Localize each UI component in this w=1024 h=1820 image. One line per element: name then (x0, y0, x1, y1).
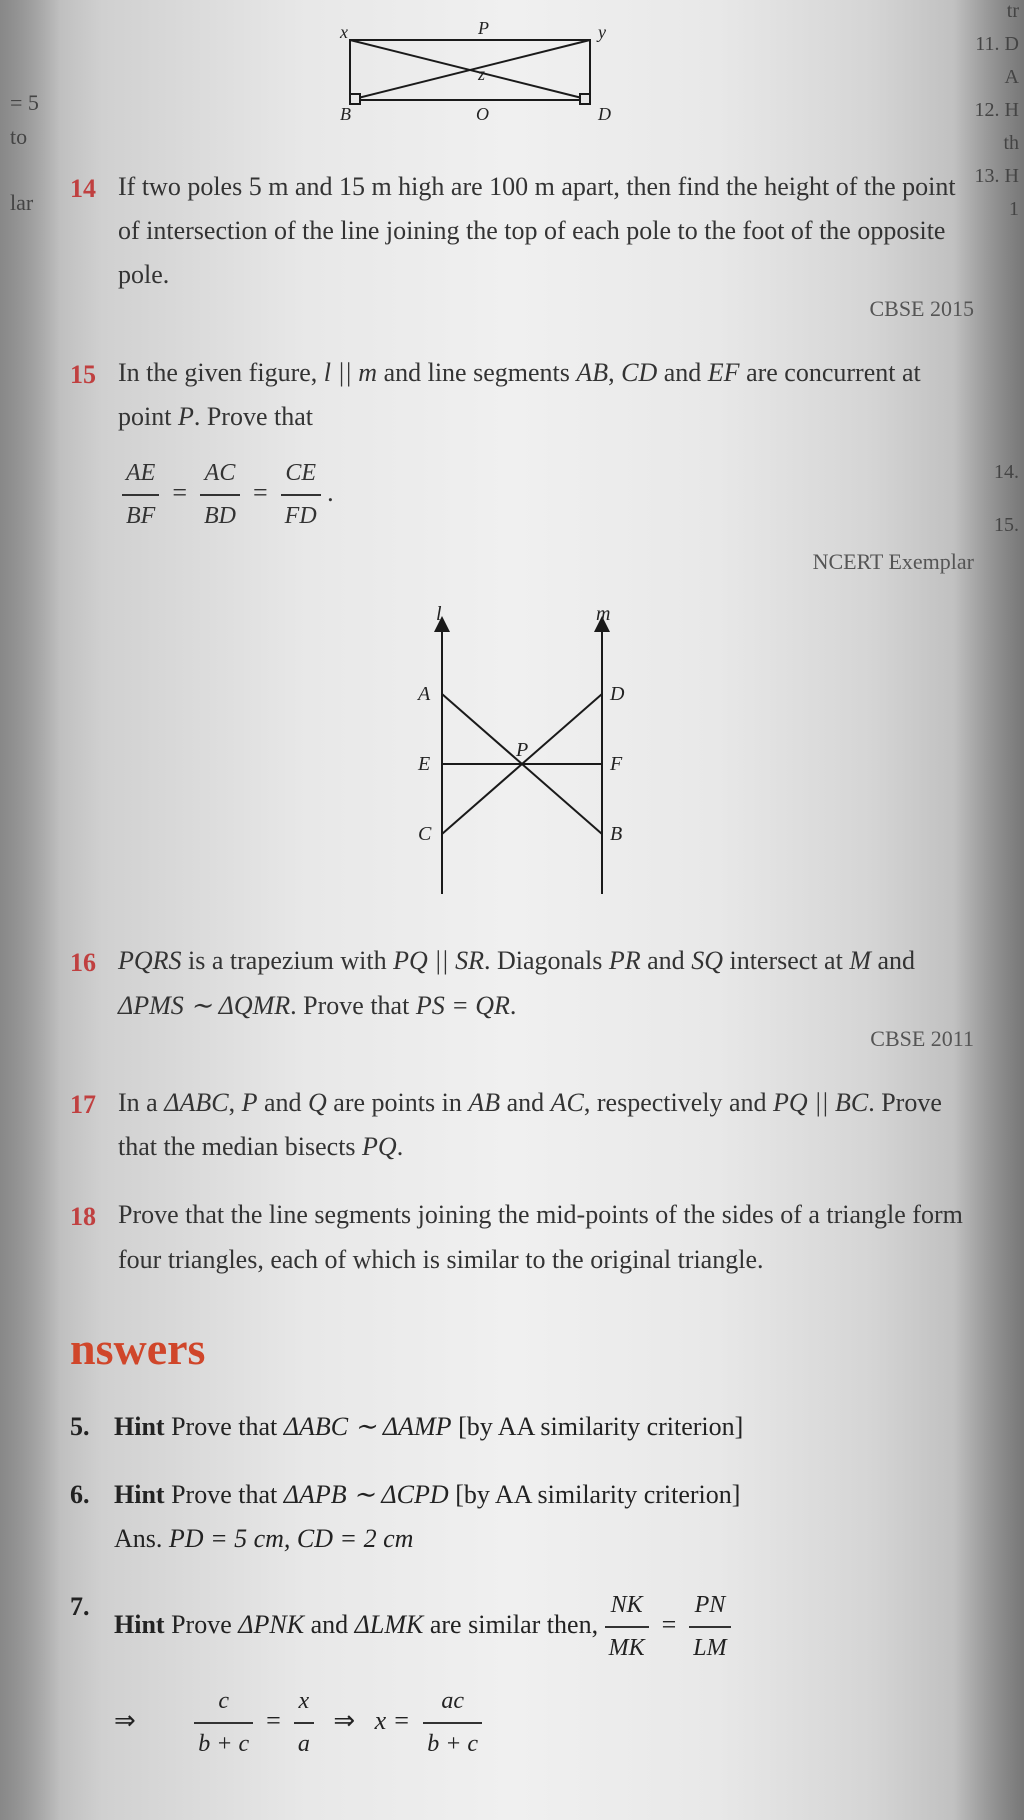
lbl-y: y (596, 22, 606, 42)
lbl-z: z (477, 64, 485, 84)
question-18: 18 Prove that the line segments joining … (70, 1193, 974, 1281)
lbl-D: D (597, 104, 611, 124)
fragment: to (10, 124, 39, 150)
figure-15-svg: l m A D E P F C B (352, 604, 692, 904)
question-15: 15 In the given figure, l || m and line … (70, 351, 974, 580)
fragment: tr (969, 0, 1019, 23)
q16-source: CBSE 2011 (118, 1020, 974, 1057)
top-figure: x P y z B O D (310, 20, 974, 135)
svg-text:B: B (610, 823, 622, 845)
q15-equation: AEBF = ACBD = CEFD . (118, 453, 974, 537)
svg-text:C: C (418, 823, 432, 845)
fragment: 11. D (969, 33, 1019, 56)
lbl-B: B (340, 104, 351, 124)
answers-heading: nswers (70, 1322, 974, 1375)
fragment: = 5 (10, 90, 39, 116)
svg-text:A: A (416, 683, 431, 705)
q15-text-c: and (657, 358, 708, 387)
svg-text:D: D (609, 683, 625, 705)
lbl-O: O (476, 104, 489, 124)
answer-7: 7. Hint Prove ΔPNK and ΔLMK are similar … (70, 1585, 974, 1764)
lbl-x: x (339, 22, 348, 42)
lbl-P: P (477, 20, 489, 38)
fragment: 13. H (969, 165, 1019, 188)
q18-text: Prove that the line segments joining the… (118, 1193, 974, 1281)
q15-text-b: and line segments (377, 358, 576, 387)
figure-15: l m A D E P F C B (70, 604, 974, 909)
q15-p: P (178, 402, 194, 431)
answer-5: 5. Hint Prove that ΔABC ∼ ΔAMP [by AA si… (70, 1405, 974, 1449)
q16-pqrs: PQRS (118, 946, 182, 975)
fragment: 1 (969, 198, 1019, 221)
fragment: lar (10, 190, 39, 216)
q15-source: NCERT Exemplar (118, 543, 974, 580)
fragment: 15. (969, 514, 1019, 537)
q15-lm: l || m (324, 358, 377, 387)
q15-ef: EF (708, 358, 740, 387)
fragment: A (969, 66, 1019, 89)
top-figure-svg: x P y z B O D (310, 20, 630, 130)
question-17: 17 In a ΔABC, P and Q are points in AB a… (70, 1081, 974, 1169)
q14-text: If two poles 5 m and 15 m high are 100 m… (118, 172, 956, 289)
q15-number: 15 (70, 351, 118, 580)
svg-text:P: P (515, 739, 528, 761)
svg-text:l: l (436, 604, 442, 625)
q15-ab: AB (576, 358, 608, 387)
svg-text:E: E (417, 753, 430, 775)
left-margin-fragments: = 5 to lar (10, 90, 39, 224)
question-14: 14 If two poles 5 m and 15 m high are 10… (70, 165, 974, 327)
fragment: th (969, 132, 1019, 155)
q15-cd: CD (621, 358, 657, 387)
q15-text-a: In the given figure, (118, 358, 324, 387)
fragment: 12. H (969, 99, 1019, 122)
q15-text-e: . Prove that (194, 402, 313, 431)
page-content: = 5 to lar tr 11. D A 12. H th 13. H 1 1… (0, 0, 1024, 1809)
q17-number: 17 (70, 1081, 118, 1169)
fragment: 14. (969, 461, 1019, 484)
q14-number: 14 (70, 165, 118, 327)
q14-source: CBSE 2015 (118, 290, 974, 327)
svg-text:m: m (596, 604, 610, 625)
svg-text:F: F (609, 753, 623, 775)
question-16: 16 PQRS is a trapezium with PQ || SR. Di… (70, 939, 974, 1057)
right-margin-fragments: tr 11. D A 12. H th 13. H 1 14. 15. (969, 0, 1019, 547)
answer-6: 6. Hint Prove that ΔAPB ∼ ΔCPD [by AA si… (70, 1473, 974, 1561)
q16-number: 16 (70, 939, 118, 1057)
q18-number: 18 (70, 1193, 118, 1281)
